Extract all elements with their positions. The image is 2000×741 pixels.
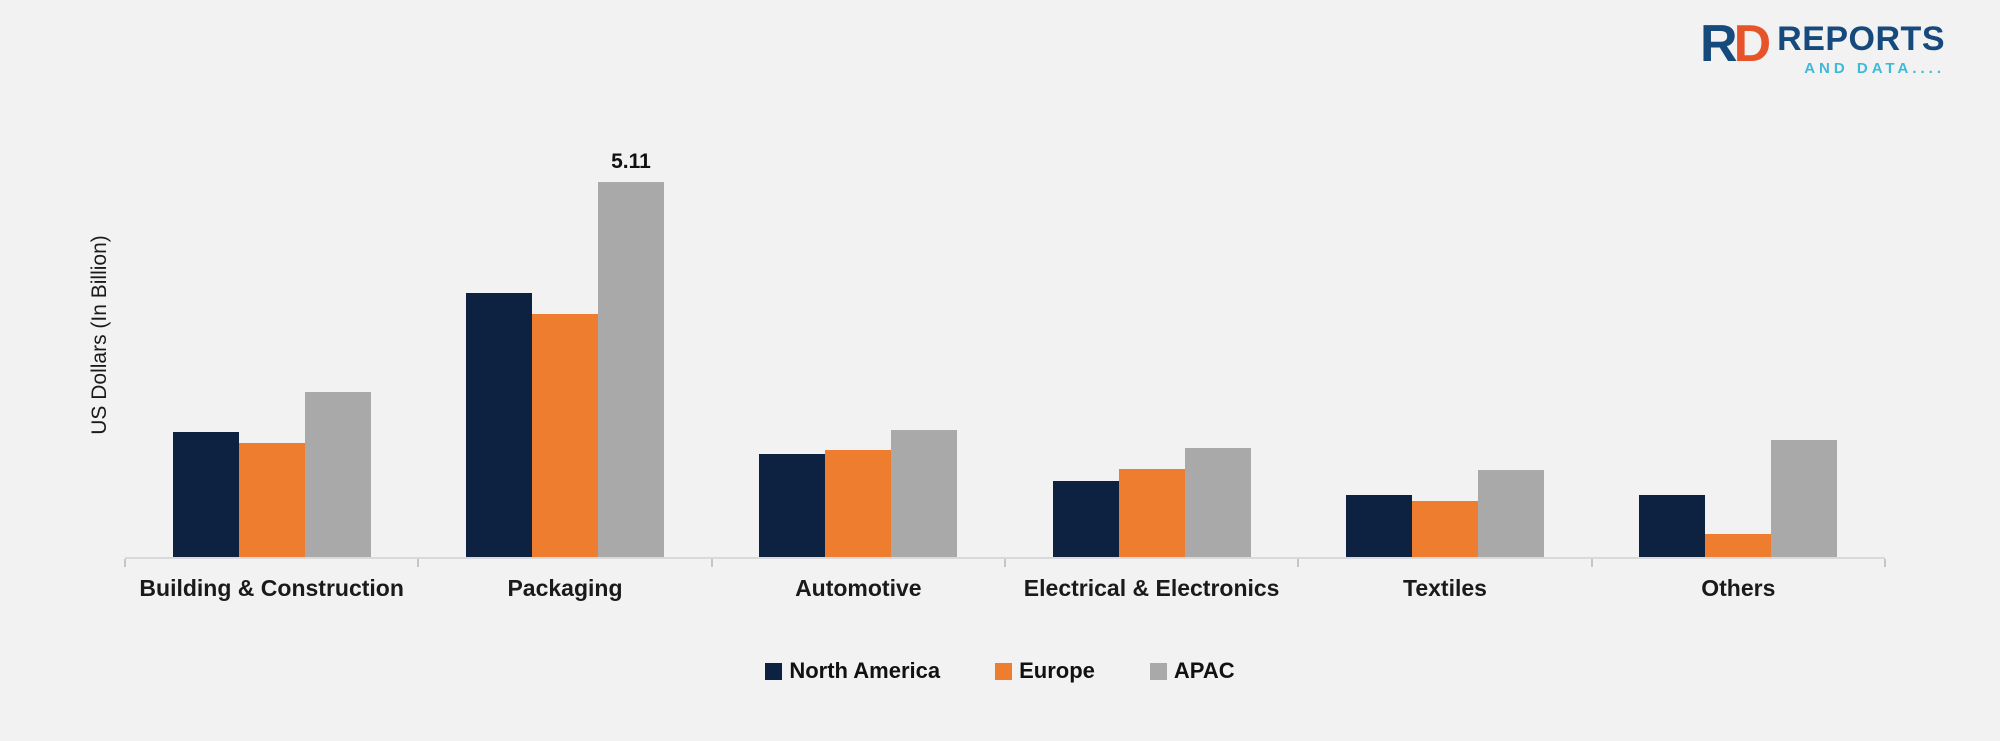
bar-apac: 5.11 xyxy=(597,150,664,557)
axis-tick xyxy=(1590,559,1593,567)
legend-swatch xyxy=(1149,662,1167,680)
bar-group xyxy=(1298,117,1591,557)
logo-title: REPORTS xyxy=(1777,20,1945,58)
bar-north-america xyxy=(172,432,239,557)
bar-north-america xyxy=(1345,495,1412,557)
legend-label: North America xyxy=(789,658,941,683)
bar-apac xyxy=(1184,448,1251,557)
logo-monogram-d: D xyxy=(1733,15,1772,73)
bar-value-label: 5.11 xyxy=(611,150,651,174)
bar-apac xyxy=(891,430,958,557)
y-axis-label: US Dollars (In Billion) xyxy=(88,235,111,435)
bar-north-america xyxy=(1052,481,1119,557)
category-label: Packaging xyxy=(507,575,623,601)
axis-tick xyxy=(710,559,713,567)
bar-group xyxy=(1592,117,1885,557)
category-label: Building & Construction xyxy=(139,575,404,601)
category-label: Automotive xyxy=(795,575,922,601)
legend-label: Europe xyxy=(1019,658,1095,683)
axis-tick xyxy=(1884,559,1886,567)
legend-item: Europe xyxy=(995,658,1095,684)
logo-monogram: R D xyxy=(1700,15,1772,73)
axis-tick xyxy=(417,559,420,567)
legend-label: APAC xyxy=(1173,658,1235,683)
axis-tick xyxy=(1297,559,1300,567)
category-label: Others xyxy=(1701,575,1776,601)
bar-group xyxy=(712,117,1005,557)
bar-apac xyxy=(1477,470,1544,557)
bar-europe xyxy=(1118,469,1185,557)
bar-group xyxy=(125,117,418,557)
bar-europe xyxy=(238,443,305,557)
logo-text: REPORTS AND DATA.... xyxy=(1777,22,1945,77)
axis-tick xyxy=(1004,559,1006,567)
category-label: Electrical & Electronics xyxy=(1023,575,1280,601)
bar-group: 5.11 xyxy=(418,117,711,557)
logo: R D REPORTS AND DATA.... xyxy=(1700,15,1945,77)
category-label: Textiles xyxy=(1403,575,1487,601)
legend-swatch xyxy=(995,662,1013,680)
logo-monogram-r: R xyxy=(1700,15,1738,73)
logo-subtitle: AND DATA.... xyxy=(1804,60,1945,77)
bar-north-america xyxy=(465,293,532,557)
bar-north-america xyxy=(759,453,826,557)
legend: North America Europe APAC xyxy=(0,658,2000,684)
chart: 5.11 Building & Construction Packaging Aut… xyxy=(124,117,1886,602)
bar-apac xyxy=(304,392,371,557)
bar-europe xyxy=(1705,534,1772,557)
legend-item: North America xyxy=(765,658,940,684)
plot-area: 5.11 xyxy=(124,117,1886,567)
bar-apac xyxy=(1771,439,1838,557)
bar-north-america xyxy=(1639,495,1706,557)
bar-group xyxy=(1005,117,1298,557)
legend-swatch xyxy=(765,662,783,680)
axis-tick xyxy=(124,559,126,567)
category-labels: Building & Construction Packaging Automoti… xyxy=(125,575,1885,602)
bar-europe xyxy=(825,449,892,557)
bar-europe xyxy=(1411,500,1478,557)
legend-item: APAC xyxy=(1149,658,1235,684)
bar-europe xyxy=(531,313,598,557)
